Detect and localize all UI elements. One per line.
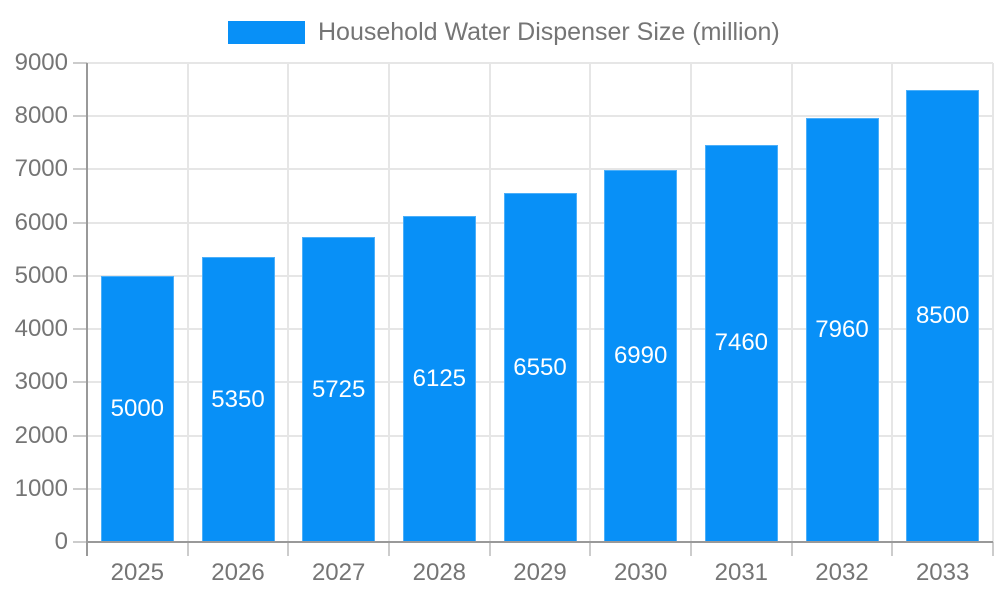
x-axis-tick-label: 2028 — [412, 559, 467, 586]
x-axis-tick — [488, 542, 491, 556]
y-axis-tick — [73, 434, 87, 437]
y-axis-tick-label: 1000 — [14, 474, 68, 502]
bar-value-label: 8500 — [915, 301, 970, 329]
y-axis-tick-label: 8000 — [14, 102, 68, 130]
bar-2032[interactable] — [805, 118, 879, 542]
y-axis-tick — [73, 541, 87, 543]
gridline-vertical — [388, 63, 390, 542]
x-axis-tick — [790, 542, 793, 556]
y-axis-tick-label: 4000 — [14, 315, 68, 343]
x-axis-tick — [992, 542, 994, 556]
x-axis-tick-label: 2029 — [513, 559, 567, 586]
y-axis-tick — [73, 115, 87, 118]
bar-value-label: 7960 — [815, 316, 869, 344]
bar-value-label: 6550 — [513, 353, 567, 381]
x-axis-tick — [186, 542, 189, 556]
y-axis-tick-label: 6000 — [14, 208, 68, 236]
legend: Household Water Dispenser Size (million) — [228, 18, 780, 47]
y-axis-tick — [73, 221, 87, 224]
x-axis-tick-label: 2026 — [211, 559, 265, 586]
x-axis-tick-label: 2033 — [915, 559, 970, 586]
bar-2029[interactable] — [503, 193, 577, 542]
gridline-horizontal — [87, 168, 993, 171]
bar-2025[interactable] — [100, 275, 174, 542]
gridline-vertical — [992, 63, 994, 542]
gridline-vertical — [589, 63, 592, 542]
gridline-vertical — [891, 63, 894, 542]
y-axis-tick-label: 5000 — [14, 261, 68, 289]
legend-item[interactable]: Household Water Dispenser Size (million) — [228, 18, 780, 47]
y-axis-tick-label: 7000 — [14, 155, 68, 183]
y-axis-tick-label: 0 — [54, 528, 68, 555]
x-axis-tick-label: 2032 — [815, 559, 869, 586]
bar-value-label: 5725 — [311, 375, 366, 403]
x-axis-tick-label: 2027 — [311, 559, 366, 586]
x-axis-tick — [891, 542, 894, 556]
gridline-vertical — [488, 63, 491, 542]
bar-2026[interactable] — [201, 257, 275, 542]
bar-2031[interactable] — [704, 144, 778, 542]
y-axis-tick — [73, 328, 87, 331]
gridline-vertical — [287, 63, 290, 542]
y-axis-tick-label: 3000 — [14, 368, 68, 396]
y-axis-line — [86, 63, 88, 556]
y-axis-tick — [73, 381, 87, 384]
legend-swatch — [228, 21, 305, 44]
gridline-horizontal — [87, 115, 993, 118]
y-axis-tick — [73, 168, 87, 171]
x-axis-tick-label: 2025 — [110, 559, 165, 586]
y-axis-tick-label: 2000 — [14, 421, 68, 449]
bar-2033[interactable] — [906, 89, 980, 542]
bar-2028[interactable] — [402, 216, 476, 542]
bar-value-label: 5350 — [211, 385, 265, 413]
gridline-horizontal — [87, 62, 993, 64]
x-axis-tick-label: 2031 — [714, 559, 769, 586]
gridline-vertical — [690, 63, 692, 542]
legend-label: Household Water Dispenser Size (million) — [318, 18, 780, 46]
x-axis-tick — [589, 542, 592, 556]
bar-2027[interactable] — [302, 237, 376, 542]
bar-value-label: 6125 — [412, 365, 467, 392]
y-axis-tick — [73, 487, 87, 490]
y-axis-tick — [73, 274, 87, 277]
bar-2030[interactable] — [604, 169, 678, 542]
bar-value-label: 7460 — [714, 329, 769, 357]
gridline-vertical — [790, 63, 793, 542]
y-axis-tick — [73, 62, 87, 64]
x-axis-line — [86, 541, 993, 543]
x-axis-tick-label: 2030 — [613, 559, 668, 586]
gridline-vertical — [186, 63, 189, 542]
y-axis-tick-label: 9000 — [14, 49, 68, 76]
bar-value-label: 5000 — [110, 394, 165, 422]
x-axis-tick — [388, 542, 390, 556]
bar-value-label: 6990 — [613, 341, 668, 369]
x-axis-tick — [287, 542, 290, 556]
x-axis-tick — [690, 542, 692, 556]
